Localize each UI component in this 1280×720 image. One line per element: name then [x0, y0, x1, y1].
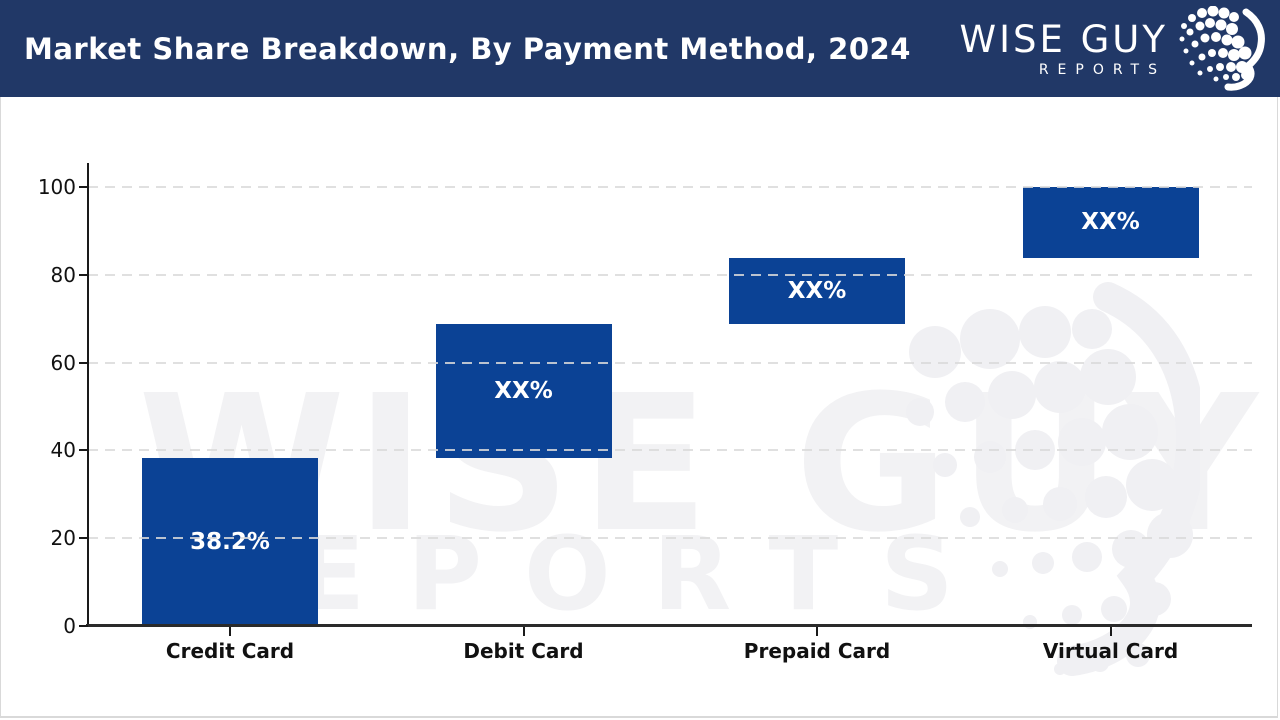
gridline-100 — [88, 186, 1252, 188]
y-tick-mark — [79, 625, 88, 627]
brand-logo: WISE GUY REPORTS — [959, 5, 1266, 92]
content-frame — [0, 97, 1278, 718]
bar-virtual-card: XX% — [1022, 187, 1199, 258]
x-tick-label: Credit Card — [165, 639, 295, 663]
brand-name: WISE GUY — [959, 17, 1168, 61]
gridline-80 — [88, 273, 1252, 276]
x-tick-mark — [522, 627, 525, 636]
y-tick-label: 0 — [63, 614, 76, 638]
y-tick-label: 40 — [50, 438, 76, 463]
bar-value-label: XX% — [1081, 209, 1140, 236]
x-tick-mark — [816, 627, 818, 636]
brand-subtitle: REPORTS — [1038, 61, 1166, 78]
x-tick-label: Debit Card — [463, 639, 584, 663]
bar-value-label: XX% — [787, 277, 847, 304]
page-title: Market Share Breakdown, By Payment Metho… — [24, 31, 911, 66]
y-tick-label: 20 — [50, 526, 76, 551]
bar-credit-card: 38.2% — [142, 458, 318, 626]
x-tick-mark — [1109, 627, 1112, 636]
y-tick-mark — [79, 449, 88, 452]
brand-logo-text: WISE GUY REPORTS — [959, 17, 1168, 78]
y-tick-mark — [79, 361, 88, 364]
x-axis-spine — [86, 624, 1252, 627]
bar-prepaid-card: XX% — [729, 257, 905, 324]
gridline-60 — [88, 361, 1252, 364]
x-tick-label: Virtual Card — [1042, 639, 1179, 663]
gridline-20 — [88, 537, 1252, 540]
bar-debit-card: XX% — [435, 323, 612, 459]
gridline-40 — [88, 449, 1252, 452]
y-axis-spine — [87, 163, 89, 627]
y-tick-mark — [79, 273, 88, 276]
brand-head-icon — [1179, 5, 1265, 91]
y-tick-mark — [79, 537, 88, 540]
header-bar: Market Share Breakdown, By Payment Metho… — [0, 0, 1280, 97]
bar-value-label: 38.2% — [190, 529, 270, 556]
y-tick-mark — [79, 186, 88, 188]
x-tick-label: Prepaid Card — [743, 639, 891, 663]
y-tick-label: 80 — [50, 262, 76, 287]
y-tick-label: 60 — [50, 350, 76, 375]
y-tick-label: 100 — [37, 175, 76, 199]
x-tick-mark — [229, 627, 231, 636]
bar-value-label: XX% — [494, 378, 553, 405]
